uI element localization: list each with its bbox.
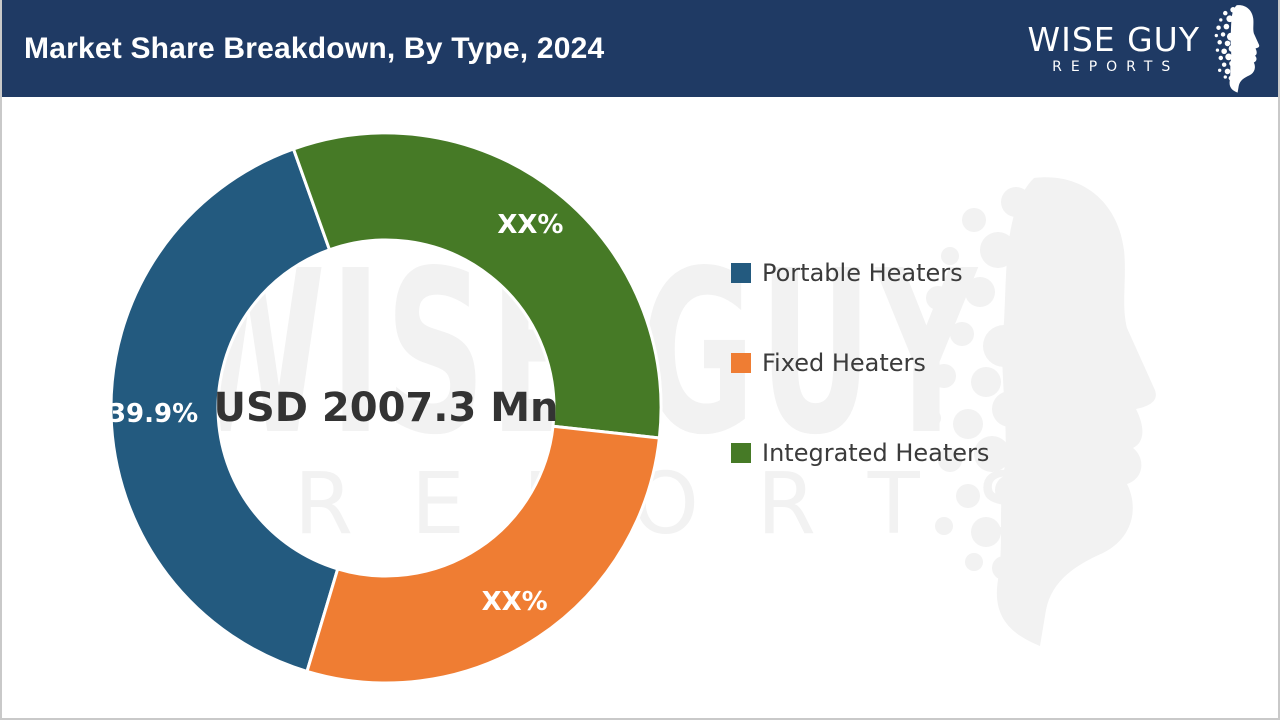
legend-label: Fixed Heaters	[762, 349, 926, 377]
legend-swatch-icon	[731, 263, 751, 283]
slice-percent-label: 39.9%	[107, 399, 199, 430]
legend-swatch-icon	[731, 443, 751, 463]
donut-rings	[109, 131, 663, 685]
slice-percent-label: XX%	[481, 587, 548, 618]
page-title: Market Share Breakdown, By Type, 2024	[24, 31, 605, 65]
legend-label: Portable Heaters	[762, 259, 963, 287]
donut-slice-portable-heaters	[109, 147, 340, 673]
legend-swatch-icon	[731, 353, 751, 373]
legend-item-portable-heaters: Portable Heaters	[731, 259, 989, 287]
slice-percent-label: XX%	[497, 210, 564, 241]
chart-center-value: USD 2007.3 Mn	[213, 385, 559, 431]
header: Market Share Breakdown, By Type, 2024 WI…	[2, 0, 1278, 97]
donut-chart: 39.9% XX% XX% USD 2007.3 Mn	[107, 131, 663, 685]
legend-item-fixed-heaters: Fixed Heaters	[731, 349, 989, 377]
donut-slice-fixed-heaters	[305, 424, 661, 685]
chart-legend: Portable Heaters Fixed Heaters Integrate…	[731, 259, 989, 529]
legend-item-integrated-heaters: Integrated Heaters	[731, 439, 989, 467]
donut-slice-integrated-heaters	[292, 131, 663, 440]
logo-wordmark: WISE GUY REPORTS	[1027, 23, 1200, 75]
wise-guy-logo: WISE GUY REPORTS	[1027, 4, 1260, 94]
legend-label: Integrated Heaters	[762, 439, 990, 467]
logo-face-icon	[1214, 4, 1260, 93]
logo-wordmark-line2: REPORTS	[1052, 58, 1180, 75]
logo-wordmark-line1: WISE GUY	[1027, 19, 1200, 59]
